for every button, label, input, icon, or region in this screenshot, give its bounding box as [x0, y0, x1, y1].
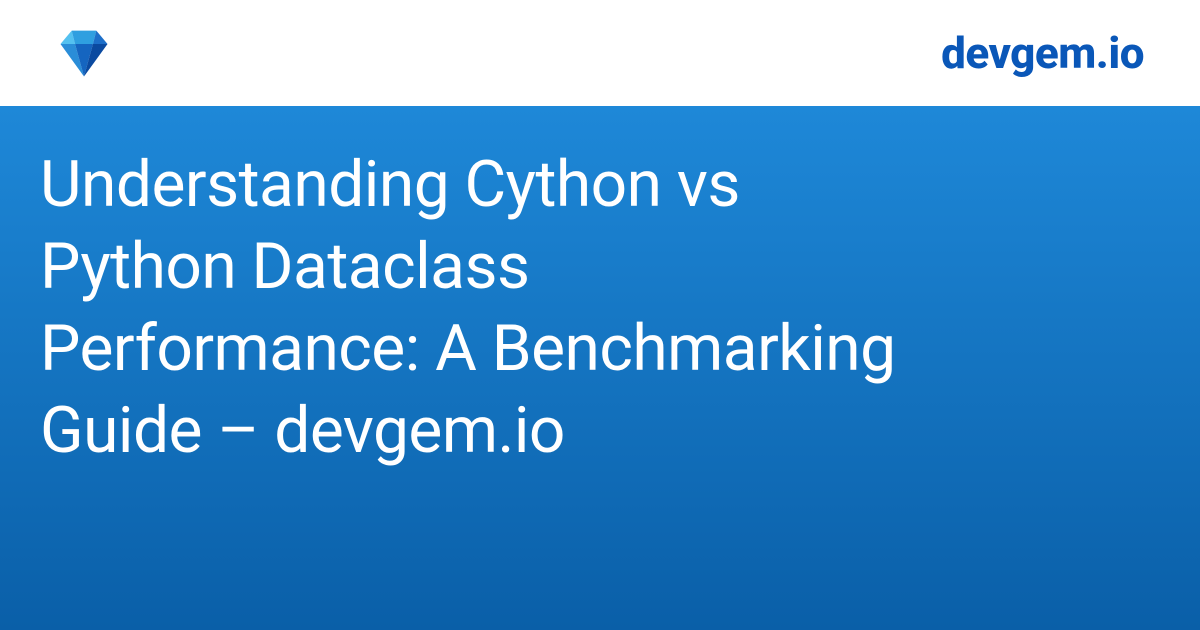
hero-panel: Understanding Cython vs Python Dataclass… — [0, 106, 1200, 630]
brand-wordmark: devgem.io — [941, 27, 1144, 79]
diamond-gem-icon — [56, 25, 112, 81]
header-bar: devgem.io — [0, 0, 1200, 106]
page-title: Understanding Cython vs Python Dataclass… — [40, 144, 900, 472]
